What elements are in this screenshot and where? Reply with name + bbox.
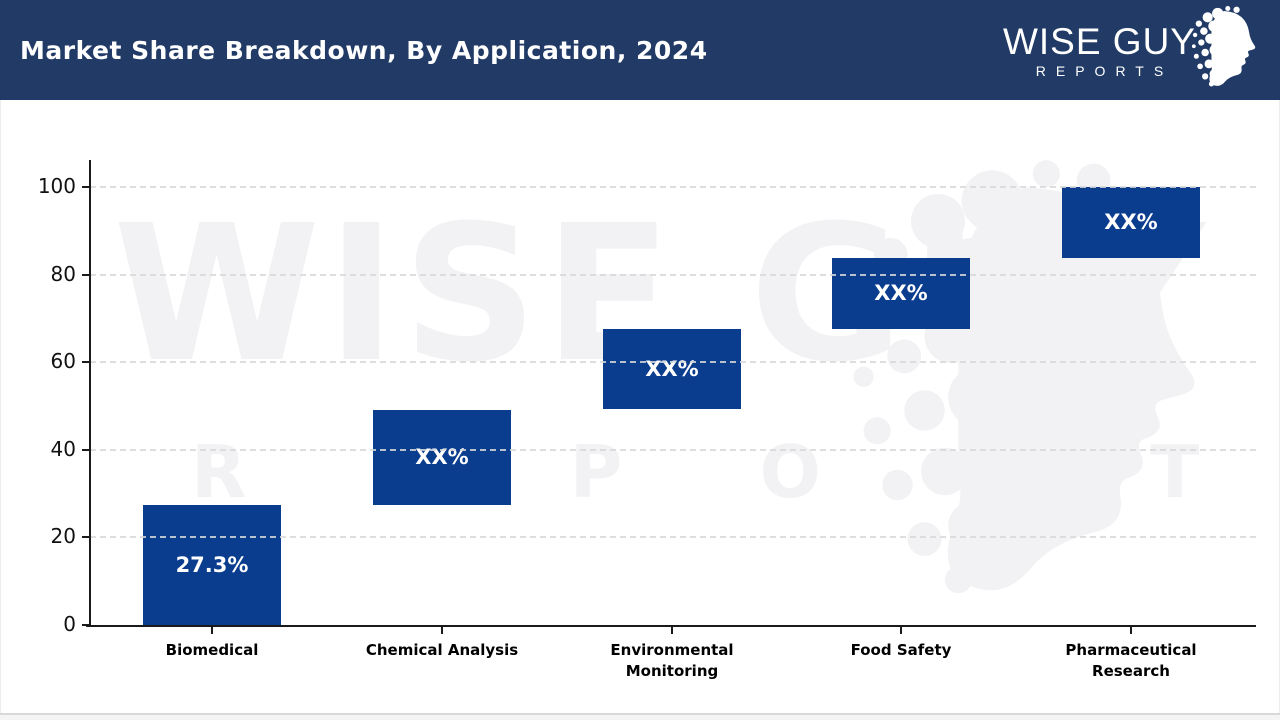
bar-food-safety: XX% [832, 257, 970, 330]
category-label: Biomedical [165, 641, 259, 659]
y-tickmark-0 [82, 624, 89, 626]
gridline-100 [90, 186, 1256, 188]
y-tickmark-20 [82, 536, 89, 539]
y-tick-label-0: 0 [63, 612, 76, 636]
y-axis-spine [89, 160, 91, 627]
y-tick-label-80: 80 [50, 261, 76, 286]
category-label: Environmental Monitoring [610, 641, 734, 680]
brand-logo-text: WISE GUY REPORTS [1003, 21, 1196, 79]
category-label: Chemical Analysis [365, 641, 519, 659]
gridline-20 [90, 536, 1256, 539]
y-tick-label-20: 20 [50, 524, 76, 549]
y-tickmark-40 [82, 448, 89, 451]
y-tickmark-100 [82, 186, 89, 188]
x-axis-line [86, 625, 1256, 627]
bottom-strip [0, 713, 1280, 720]
brand-subtext: REPORTS [1035, 63, 1174, 79]
brand-wordmark: WISE GUY [1002, 21, 1196, 62]
x-tickmark [900, 627, 902, 634]
y-tickmark-80 [82, 273, 89, 276]
x-tickmark [441, 627, 443, 634]
bar-value-label: 27.3% [175, 553, 249, 578]
chart-area: WISE GUY R E P O R T S 27.3%XX%XX%XX%XX%… [0, 100, 1280, 713]
header-bar: Market Share Breakdown, By Application, … [0, 0, 1280, 100]
bar-value-label: XX% [1104, 210, 1158, 235]
brand-logo: WISE GUY REPORTS [1003, 6, 1266, 94]
y-tick-label-40: 40 [50, 436, 76, 461]
x-tickmark [211, 627, 213, 634]
gridline-60 [90, 361, 1256, 364]
x-tickmark [671, 627, 673, 634]
gridline-40 [90, 448, 1256, 451]
y-tick-label-100: 100 [37, 174, 76, 198]
page-title: Market Share Breakdown, By Application, … [20, 35, 708, 65]
y-tickmark-60 [82, 361, 89, 364]
category-label: Food Safety [850, 641, 952, 659]
bar-biomedical: 27.3% [143, 505, 281, 625]
y-tick-label-60: 60 [50, 349, 76, 374]
bar-chemical-analysis: XX% [373, 409, 511, 506]
bar-pharmaceutical-research: XX% [1062, 187, 1200, 258]
x-tickmark [1130, 627, 1132, 634]
gridline-80 [90, 273, 1256, 276]
category-label: Pharmaceutical Research [1065, 641, 1197, 680]
bar-environmental-monitoring: XX% [603, 329, 741, 410]
bar-value-label: XX% [874, 281, 928, 306]
